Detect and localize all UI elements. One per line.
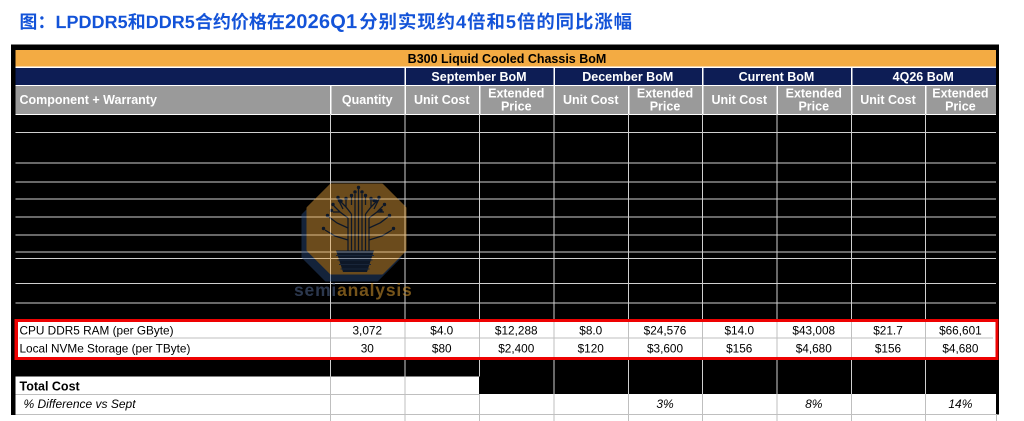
- svg-text:3,072: 3,072: [352, 324, 382, 338]
- svg-text:8%: 8%: [805, 397, 823, 411]
- svg-text:$8.0: $8.0: [579, 324, 602, 338]
- svg-text:3%: 3%: [656, 397, 674, 411]
- svg-text:$21.7: $21.7: [873, 324, 903, 338]
- svg-text:Local NVMe Storage (per TByte): Local NVMe Storage (per TByte): [20, 341, 191, 355]
- svg-text:Current BoM: Current BoM: [739, 70, 815, 84]
- svg-text:$24,576: $24,576: [644, 324, 687, 338]
- svg-text:Component + Warranty: Component + Warranty: [20, 93, 157, 107]
- svg-text:$14.0: $14.0: [724, 324, 754, 338]
- svg-text:CPU DDR5 RAM (per GByte): CPU DDR5 RAM (per GByte): [20, 324, 174, 338]
- svg-text:$80: $80: [432, 341, 452, 355]
- svg-text:semianalysis: semianalysis: [294, 280, 413, 300]
- svg-text:Price: Price: [650, 100, 681, 114]
- svg-text:% Difference vs Sept: % Difference vs Sept: [24, 397, 137, 411]
- svg-text:Unit Cost: Unit Cost: [860, 93, 916, 107]
- svg-text:B300 Liquid Cooled Chassis BoM: B300 Liquid Cooled Chassis BoM: [408, 52, 607, 66]
- svg-text:Unit Cost: Unit Cost: [711, 93, 767, 107]
- svg-text:$156: $156: [726, 341, 753, 355]
- svg-text:$3,600: $3,600: [647, 341, 684, 355]
- svg-text:Unit Cost: Unit Cost: [414, 93, 470, 107]
- svg-text:4Q26 BoM: 4Q26 BoM: [893, 70, 954, 84]
- svg-text:Quantity: Quantity: [342, 93, 393, 107]
- svg-text:$4,680: $4,680: [942, 341, 979, 355]
- svg-text:$66,601: $66,601: [939, 324, 982, 338]
- svg-text:30: 30: [361, 341, 375, 355]
- svg-text:$12,288: $12,288: [495, 324, 538, 338]
- svg-text:Price: Price: [501, 100, 532, 114]
- svg-text:Price: Price: [945, 100, 976, 114]
- svg-text:Extended: Extended: [786, 87, 842, 101]
- svg-text:$43,008: $43,008: [792, 324, 835, 338]
- svg-text:$4,680: $4,680: [796, 341, 833, 355]
- svg-text:$4.0: $4.0: [430, 324, 453, 338]
- svg-text:$156: $156: [875, 341, 902, 355]
- svg-text:Extended: Extended: [932, 87, 988, 101]
- svg-text:$2,400: $2,400: [498, 341, 535, 355]
- svg-text:14%: 14%: [948, 397, 972, 411]
- svg-text:Total Cost: Total Cost: [20, 380, 81, 394]
- svg-text:Price: Price: [798, 100, 829, 114]
- svg-text:Unit Cost: Unit Cost: [563, 93, 619, 107]
- svg-text:September BoM: September BoM: [431, 70, 526, 84]
- svg-text:December BoM: December BoM: [582, 70, 673, 84]
- svg-text:$120: $120: [578, 341, 605, 355]
- svg-text:Extended: Extended: [637, 87, 693, 101]
- svg-text:Extended: Extended: [488, 87, 544, 101]
